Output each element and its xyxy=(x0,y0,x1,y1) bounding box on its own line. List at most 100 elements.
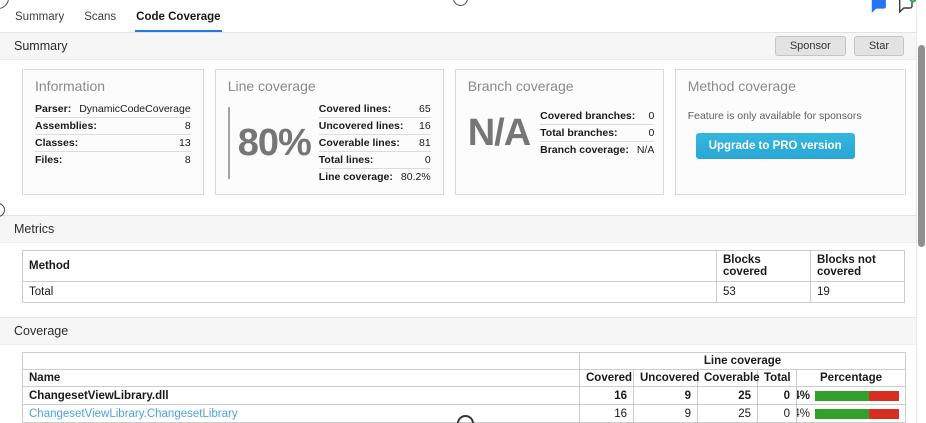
stat-row: Line coverage: 80.2% xyxy=(318,168,431,185)
comment-icon[interactable] xyxy=(868,0,888,20)
metrics-section-header: Metrics xyxy=(0,215,916,243)
metrics-blocks-covered-cell: 53 xyxy=(716,281,811,303)
coverage-percentage-cell: 64% xyxy=(795,404,907,423)
branch-coverage-big-value: N/A xyxy=(467,112,531,154)
coverage-header-spacer xyxy=(22,352,580,370)
sponsor-note: Feature is only available for sponsors xyxy=(687,110,862,122)
tab-scans[interactable]: Scans xyxy=(84,11,117,23)
line-coverage-rows: Covered lines: 65 Uncovered lines: 16 Co… xyxy=(318,101,431,185)
line-coverage-big-value: 80% xyxy=(237,122,312,164)
star-button[interactable]: Star xyxy=(853,36,904,56)
stat-label: Assemblies: xyxy=(35,120,97,132)
stat-value: 8 xyxy=(184,120,191,132)
coverage-section-header: Coverage xyxy=(0,317,916,345)
metrics-header-method: Method xyxy=(22,250,717,282)
stat-row: Branch coverage: N/A xyxy=(540,141,655,158)
branch-coverage-card-title: Branch coverage xyxy=(467,78,574,94)
stat-value: 65 xyxy=(419,103,431,115)
stat-value: DynamicCodeCoverage xyxy=(79,103,191,115)
stat-value: 8 xyxy=(184,154,191,166)
stat-value: 13 xyxy=(179,137,191,149)
coverage-bar xyxy=(815,408,900,419)
stat-label: Branch coverage: xyxy=(540,144,629,156)
metrics-blocks-not-covered-cell: 19 xyxy=(810,281,905,303)
metrics-header-blocks-covered: Blocks covered xyxy=(716,250,811,282)
stat-value: N/A xyxy=(636,144,655,156)
coverage-covered-cell: 16 xyxy=(579,404,634,423)
stat-label: Total branches: xyxy=(540,127,618,139)
coverage-total-cell: 0 xyxy=(757,386,797,405)
upgrade-pro-button[interactable]: Upgrade to PRO version xyxy=(695,133,855,159)
metrics-method-cell: Total xyxy=(22,281,717,303)
coverage-covered-cell: 16 xyxy=(579,386,634,405)
stat-label: Coverable lines: xyxy=(318,137,400,149)
stat-row: Classes: 13 xyxy=(35,134,191,151)
method-coverage-card: Method coverage Feature is only availabl… xyxy=(674,69,906,195)
percentage-label: 64% xyxy=(798,407,811,420)
percentage-label: 64% xyxy=(798,389,811,402)
coverage-bar-green xyxy=(815,408,869,419)
coverage-name-cell: ChangesetViewLibrary.dll xyxy=(22,386,580,405)
branch-coverage-card: Branch coverage N/A Covered branches: 0 … xyxy=(454,69,664,195)
cropped-circle-mark xyxy=(457,415,474,423)
information-card: Information Parser: DynamicCodeCoverage … xyxy=(22,69,204,195)
stat-label: Covered branches: xyxy=(540,110,636,122)
line-coverage-card-title: Line coverage xyxy=(227,78,316,94)
stat-value: 80.2% xyxy=(400,171,431,183)
stat-label: Total lines: xyxy=(318,154,374,166)
coverage-coverable-cell: 25 xyxy=(697,386,758,405)
stat-row: Total lines: 0 xyxy=(318,151,431,168)
summary-cards: Information Parser: DynamicCodeCoverage … xyxy=(0,60,926,215)
stat-row: Uncovered lines: 16 xyxy=(318,117,431,134)
coverage-gauge-bar xyxy=(227,107,230,179)
stat-label: Covered lines: xyxy=(318,103,392,115)
stat-label: Files: xyxy=(35,154,63,166)
stat-label: Uncovered lines: xyxy=(318,120,404,132)
tab-code-coverage[interactable]: Code Coverage xyxy=(135,5,222,32)
coverage-percentage-cell: 64% xyxy=(795,386,907,405)
summary-title: Summary xyxy=(14,39,68,53)
scrollbar-thumb[interactable] xyxy=(918,45,925,247)
line-coverage-card: Line coverage 80% Covered lines: 65 Unco… xyxy=(214,69,444,195)
coverage-uncovered-cell: 9 xyxy=(633,386,698,405)
stat-row: Assemblies: 8 xyxy=(35,117,191,134)
coverage-header-percentage: Percentage xyxy=(795,369,907,387)
stat-row: Covered lines: 65 xyxy=(319,101,431,117)
coverage-header-uncovered: Uncovered xyxy=(633,369,699,387)
stat-row: Covered branches: 0 xyxy=(540,108,654,124)
coverage-uncovered-cell: 9 xyxy=(633,404,698,423)
coverage-table-row: ChangesetViewLibrary.dll 16 9 25 0 64% xyxy=(22,386,907,405)
stat-row: Total branches: 0 xyxy=(540,124,655,141)
information-rows: Parser: DynamicCodeCoverage Assemblies: … xyxy=(35,101,191,168)
summary-section-header: Summary Sponsor Star xyxy=(0,32,916,60)
stat-label: Parser: xyxy=(35,103,72,115)
coverage-name-cell[interactable]: ChangesetViewLibrary.ChangesetLibrary xyxy=(22,404,580,423)
coverage-bar xyxy=(815,390,900,401)
stat-value: 0 xyxy=(648,127,655,139)
coverage-coverable-cell: 25 xyxy=(697,404,758,423)
coverage-header-total: Total xyxy=(757,369,797,387)
stat-value: 81 xyxy=(419,137,431,149)
stat-value: 0 xyxy=(424,154,431,166)
header-icons xyxy=(868,0,918,20)
stat-label: Classes: xyxy=(35,137,79,149)
metrics-header-blocks-not-covered: Blocks not covered xyxy=(810,250,905,282)
branch-coverage-rows: Covered branches: 0 Total branches: 0 Br… xyxy=(540,108,655,158)
sponsor-button[interactable]: Sponsor xyxy=(774,36,846,56)
stat-label: Line coverage: xyxy=(318,171,393,183)
coverage-header-covered: Covered xyxy=(579,369,634,387)
stat-value: 0 xyxy=(648,110,655,122)
tab-summary[interactable]: Summary xyxy=(15,11,65,23)
coverage-header-name: Name xyxy=(22,369,580,387)
stat-row: Files: 8 xyxy=(35,151,191,168)
vertical-scrollbar[interactable] xyxy=(916,0,926,423)
metrics-table: Method Blocks covered Blocks not covered… xyxy=(22,250,905,303)
feedback-add-icon[interactable] xyxy=(895,0,918,20)
stat-row: Parser: DynamicCodeCoverage xyxy=(35,101,191,117)
coverage-table: Line coverage Name Covered Uncovered Cov… xyxy=(22,352,907,423)
method-coverage-card-title: Method coverage xyxy=(687,78,796,94)
stat-value: 16 xyxy=(419,120,431,132)
information-card-title: Information xyxy=(35,78,106,94)
coverage-header-coverable: Coverable xyxy=(697,369,760,387)
coverage-title: Coverage xyxy=(14,324,69,338)
